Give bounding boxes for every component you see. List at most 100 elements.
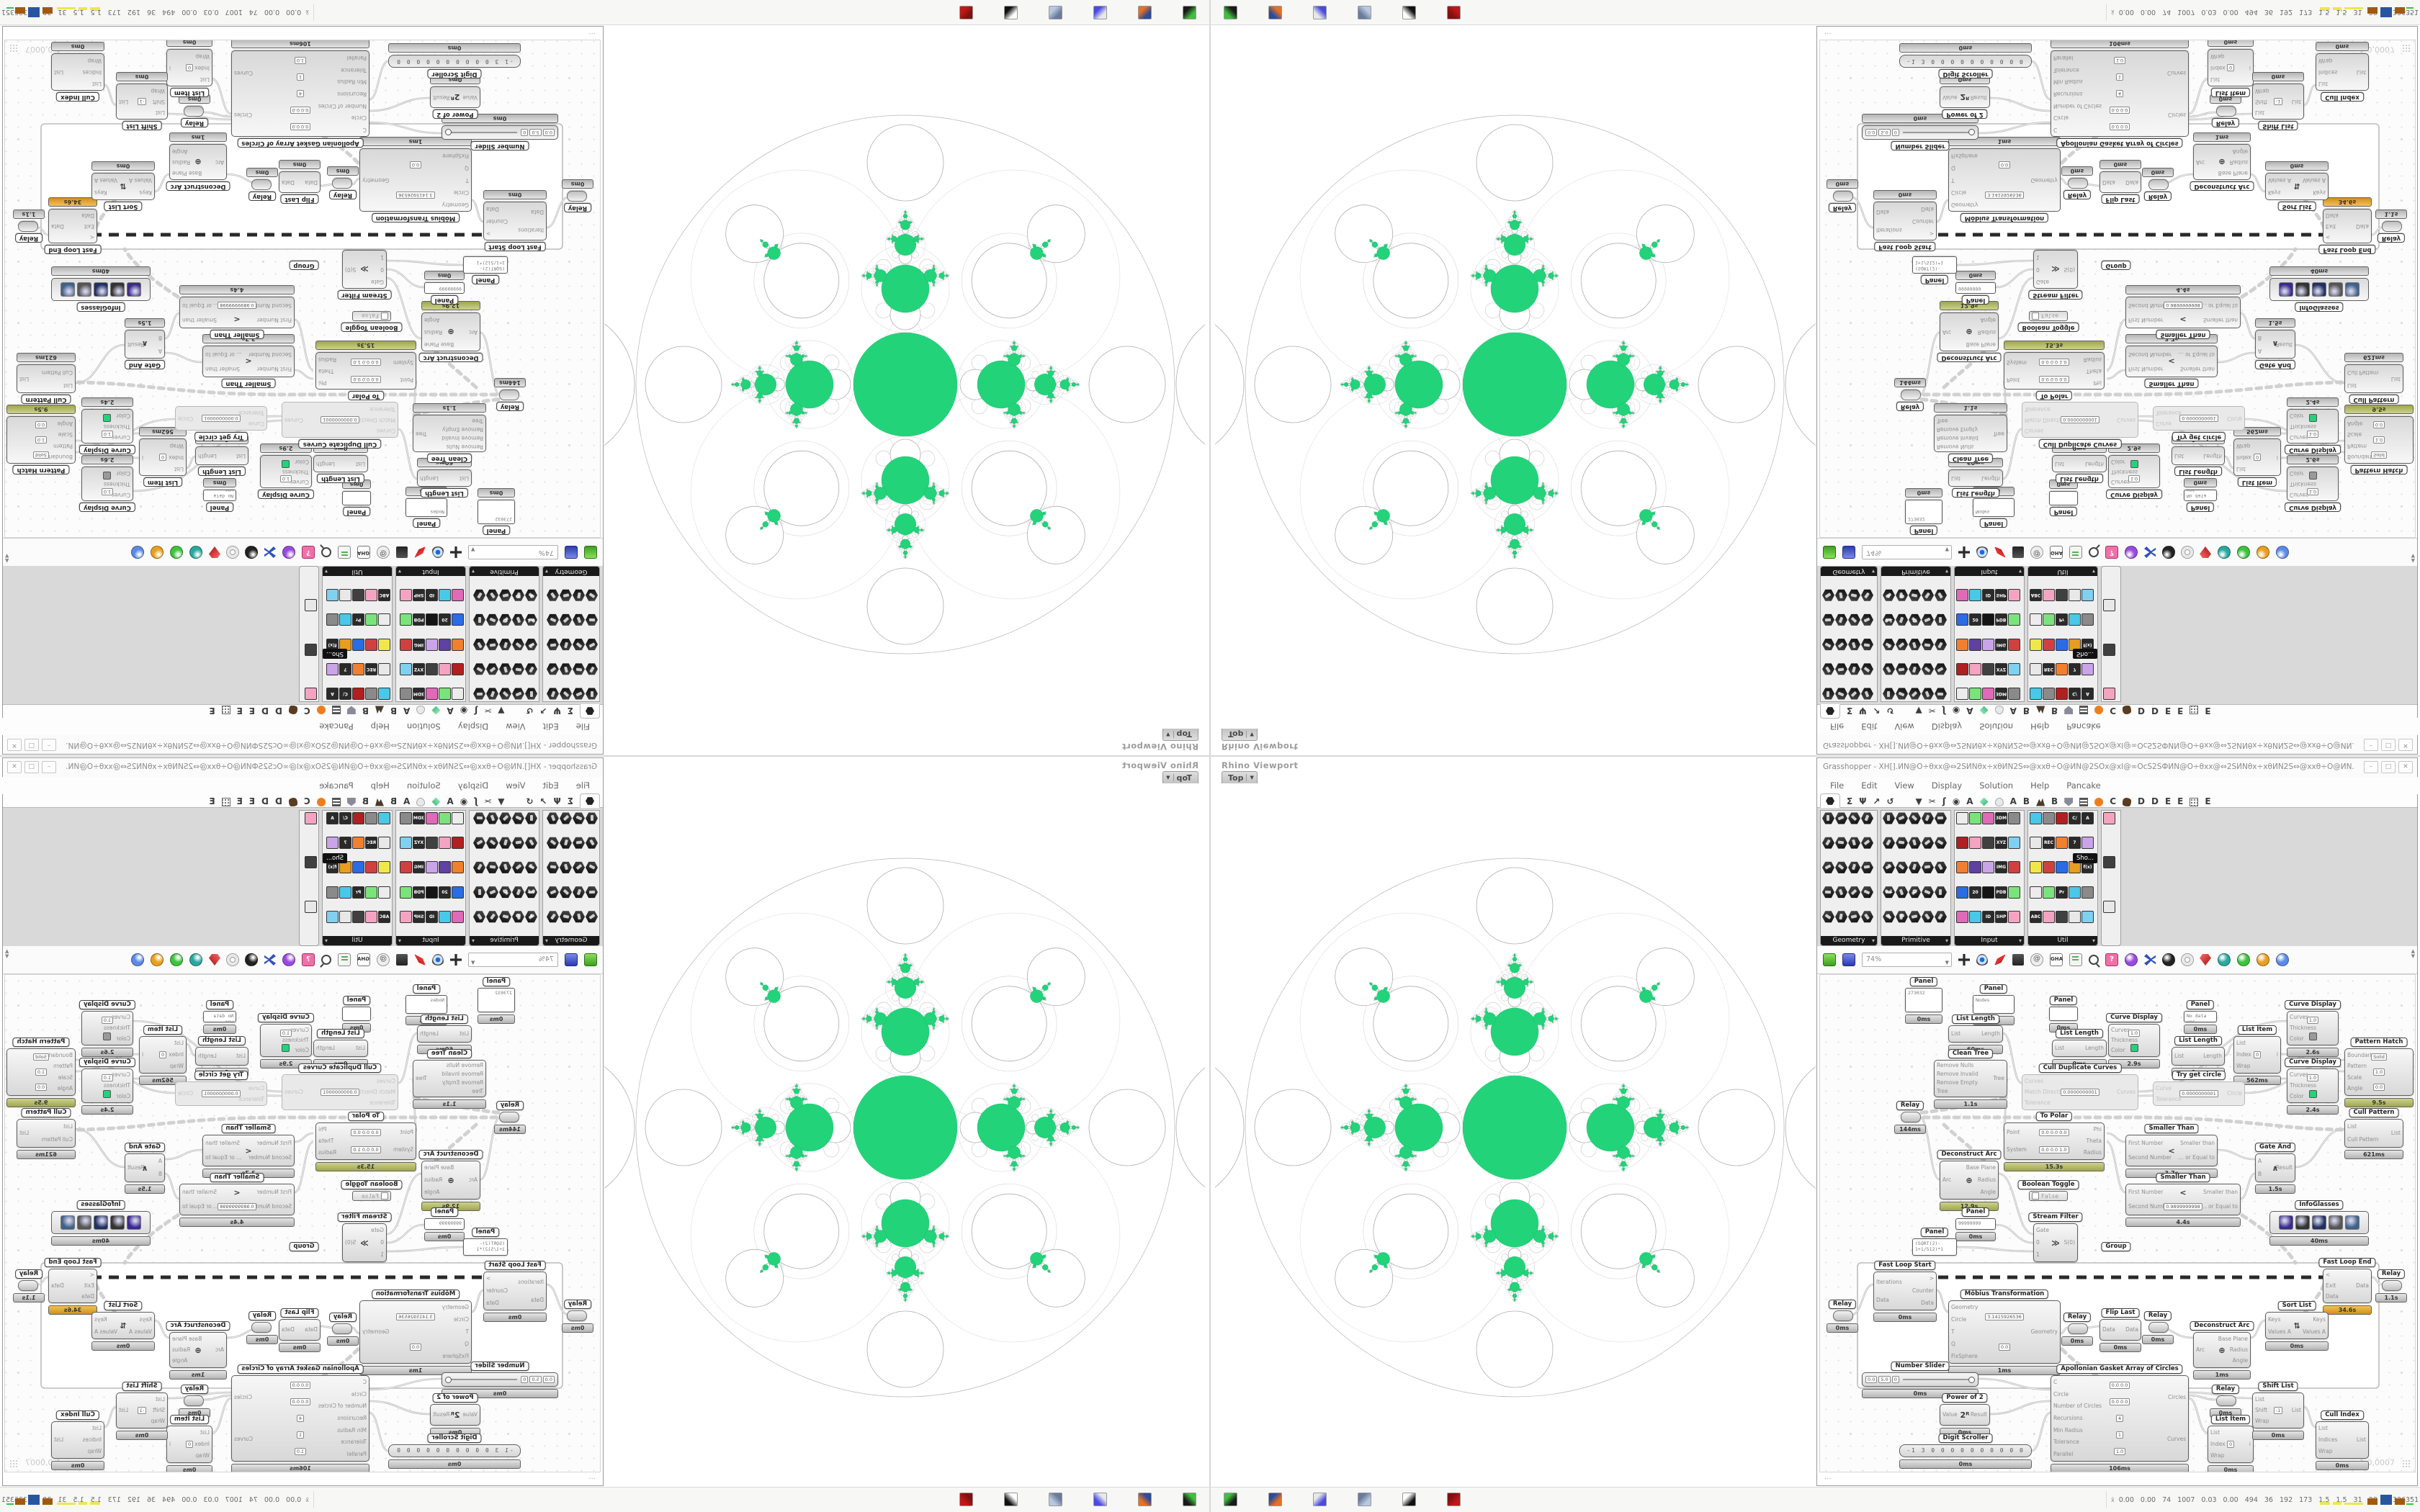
value-chip[interactable]: 1.0 [2306,1017,2319,1025]
gh-node-number-slider[interactable]: Number Slider 0.0 5.0 0 0ms [1862,1362,1978,1398]
component-icon[interactable]: ABC [2030,589,2042,602]
zoom-combo[interactable]: 74% ▼ [1862,545,1952,559]
component-icon[interactable] [473,886,485,899]
menu-item-file[interactable]: File [575,721,590,732]
tab-16[interactable]: B [362,796,369,806]
browser-app-icon[interactable] [1268,1493,1282,1506]
component-icon[interactable] [547,589,559,601]
find-icon[interactable] [2089,547,2099,557]
component-icon[interactable] [1861,886,1873,899]
component-icon[interactable] [2030,837,2042,850]
gh-node-deconstruct-arc[interactable]: Deconstruct Arc Arc ⊕ Base Plane Radius Angle… [166,1321,230,1380]
component-icon[interactable]: C/ [1909,886,1921,899]
value-chip[interactable]: 1.0 [2128,1029,2141,1037]
relay-body[interactable] [2148,1322,2169,1333]
component-icon[interactable] [573,688,585,700]
component-icon[interactable] [305,643,317,656]
gh-node-try-get-circle[interactable]: Try get circle Curve Tolerance 0.0000000001… [2153,406,2245,441]
gh-node-relay[interactable]: Relay 0ms [246,1311,278,1344]
gh-node-number-slider[interactable]: Number Slider 0.0 5.0 0 0ms [442,1362,558,1398]
gh-node-panel[interactable]: Panel 0ms [342,996,371,1032]
gh-node-m-bius-transformation[interactable]: Möbius Transformation Geometry Circle T Q Fix… [1948,137,2061,222]
zoom-combo[interactable]: 74% ▼ [1862,953,1952,967]
gh-node-panel[interactable]: Panel 99999999 0ms [1955,1207,1996,1241]
component-icon[interactable] [400,688,412,700]
node-body[interactable]: Curves Thickness Color 1.0 [2287,409,2339,444]
palette-footer-input[interactable]: Input ▾ [396,936,465,945]
slider-body[interactable]: 0.0 5.0 0 [442,125,558,140]
menu-item-display[interactable]: Display [457,780,489,791]
component-icon[interactable] [573,639,585,651]
obscure-icon[interactable]: @ [2030,546,2043,559]
node-body[interactable]: Curves Match Direction Tolerance 0.00000000… [2022,1074,2138,1110]
gh-node-gate-and[interactable]: Gate And A B ∧ Result 1.5s [124,318,166,369]
component-icon[interactable] [2081,613,2094,626]
component-icon[interactable] [512,861,524,873]
component-icon[interactable] [586,886,598,899]
tab-2[interactable]: Ψ [1859,796,1867,806]
component-icon[interactable] [2043,638,2055,651]
component-icon[interactable]: PDB [413,886,425,899]
tab-24[interactable]: E [2164,706,2172,716]
menu-item-edit[interactable]: Edit [1861,780,1878,791]
node-body[interactable]: List Index Wrap 0 i [166,1426,212,1463]
node-body[interactable]: List Length [417,469,472,487]
component-icon[interactable]: 20 [1969,886,1981,899]
component-icon[interactable] [1935,911,1947,923]
component-icon[interactable] [2030,688,2042,700]
menu-item-solution[interactable]: Solution [1979,780,2014,791]
component-icon[interactable] [378,886,390,899]
menu-item-help[interactable]: Help [370,780,390,791]
gh-node-panel[interactable]: Panel 99999999 0ms [424,1207,465,1241]
component-icon[interactable] [2008,613,2020,626]
wire-cut-icon[interactable] [2144,954,2156,966]
gh-node-apollonian-gasket-array-of-circles[interactable]: Apollonian Gasket Array of Circles C Circl… [231,40,369,148]
node-body[interactable] [2269,1211,2369,1234]
panel-body[interactable]: Nodes [405,995,447,1014]
component-icon[interactable]: A [525,589,537,601]
node-body[interactable] [51,278,151,301]
component-icon[interactable]: 20 [1969,613,1981,626]
component-icon[interactable] [1909,663,1921,675]
component-icon[interactable]: IMG [1995,638,2007,651]
component-icon[interactable] [1896,812,1908,824]
tab-23[interactable]: D [261,796,269,806]
minimize-button[interactable]: – [2364,739,2378,751]
node-body[interactable]: Keys Values A ⇅ Keys Values A [91,1312,155,1339]
component-icon[interactable] [2069,589,2081,602]
slider-track[interactable] [447,1379,518,1380]
component-icon[interactable]: ID [426,589,438,602]
viewport-canvas[interactable] [604,783,1205,1487]
terminal-app-icon[interactable] [1183,6,1196,19]
palette-footer-primitive[interactable]: Primitive ▾ [470,567,539,576]
component-icon[interactable] [2008,861,2020,874]
component-icon[interactable]: A [326,688,339,700]
tab-icon-kite[interactable] [431,705,440,716]
color-swatch[interactable] [282,459,290,468]
help-icon[interactable]: ? [302,546,315,559]
component-icon[interactable] [2056,837,2068,850]
gha-icon[interactable]: GHA [357,546,370,559]
component-icon[interactable] [1909,639,1921,651]
component-icon[interactable] [1909,812,1921,824]
gh-node-curve-display[interactable]: Curve Display Curves Thickness Color 1.0 2.4s [79,397,135,454]
gh-node-flip-last[interactable]: Flip Last Data Data 0ms [279,160,321,204]
component-icon[interactable] [1861,589,1873,601]
node-body[interactable]: Arc ⊕ Base Plane Radius Angle [1940,312,1999,351]
gh-node-panel[interactable]: Panel No data was 0ms [2184,478,2217,512]
color-swatch[interactable] [103,1032,112,1040]
component-icon[interactable] [2030,638,2042,651]
relay-body[interactable] [2148,179,2169,190]
balloon-purple-icon[interactable] [282,546,295,559]
value-chip[interactable]: -1 [2273,98,2283,105]
component-icon[interactable] [365,861,377,874]
component-icon[interactable]: XYZ [413,662,425,675]
toolbar-overflow-icon[interactable]: ▲ ▼ [5,948,9,959]
component-icon[interactable]: C/ [2069,812,2081,824]
component-icon[interactable] [486,663,498,675]
component-icon[interactable] [473,613,485,626]
grasshopper-titlebar[interactable]: Grasshopper - XH[].ИN@О÷θхх@⇔2SИNθх÷хθИN… [3,758,603,778]
component-icon[interactable] [1822,613,1834,626]
panel-body[interactable]: 273032 [1905,500,1942,524]
node-body[interactable]: List Length [195,446,248,465]
